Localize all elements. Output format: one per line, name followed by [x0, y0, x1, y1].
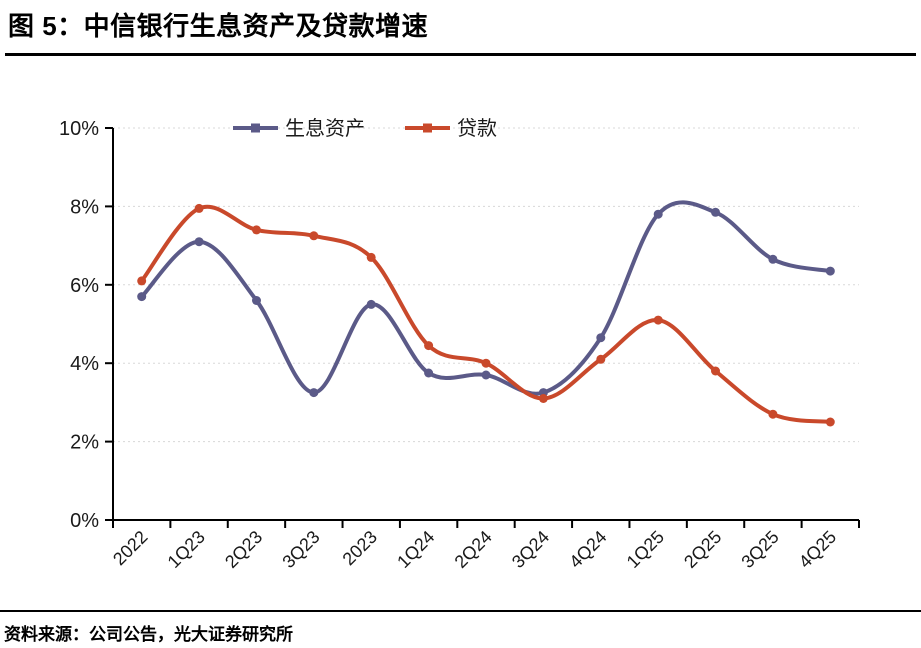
series-marker-1	[481, 358, 491, 368]
x-tick-label: 2022	[109, 527, 151, 569]
series-marker-1	[252, 225, 261, 235]
x-tick-label: 1Q24	[393, 527, 438, 572]
series-marker-0	[366, 299, 376, 309]
series-marker-0	[596, 333, 606, 343]
y-tick-label: 8%	[70, 196, 99, 218]
source-note: 资料来源：公司公告，光大证券研究所	[4, 625, 293, 644]
x-tick-label: 2Q23	[221, 527, 266, 572]
y-tick-label: 2%	[70, 432, 99, 454]
x-tick-label: 4Q25	[795, 527, 840, 572]
x-tick-label: 2Q24	[451, 527, 496, 572]
title-rule	[5, 53, 916, 56]
y-tick-label: 10%	[59, 118, 99, 140]
x-tick-label: 3Q24	[508, 527, 553, 572]
x-tick-label: 4Q24	[565, 527, 610, 572]
series-marker-1	[653, 315, 663, 325]
series-marker-1	[711, 366, 720, 376]
series-marker-1	[137, 276, 147, 286]
x-tick-label: 1Q25	[623, 527, 668, 572]
series-marker-0	[137, 292, 147, 302]
series-marker-0	[252, 296, 261, 305]
x-tick-label: 2Q25	[680, 527, 725, 572]
series-marker-1	[194, 203, 204, 213]
y-tick-label: 0%	[70, 510, 99, 532]
series-marker-0	[653, 209, 663, 219]
series-marker-1	[309, 231, 319, 241]
series-marker-0	[194, 237, 204, 247]
series-marker-0	[424, 368, 434, 378]
x-tick-label: 1Q23	[164, 527, 209, 572]
series-marker-1	[424, 341, 434, 351]
series-marker-1	[768, 409, 778, 419]
series-marker-0	[768, 254, 778, 264]
series-marker-0	[309, 388, 319, 398]
series-marker-0	[481, 370, 491, 380]
series-marker-0	[825, 266, 835, 276]
x-tick-label: 2023	[339, 527, 381, 569]
legend-marker	[423, 123, 432, 133]
legend-label: 贷款	[457, 117, 497, 140]
x-tick-label: 3Q23	[278, 527, 323, 572]
legend-marker	[251, 123, 260, 133]
series-marker-0	[711, 207, 720, 217]
series-line-1	[139, 204, 833, 424]
series-marker-1	[366, 252, 376, 262]
series-marker-1	[596, 354, 606, 364]
legend-label: 生息资产	[285, 117, 365, 140]
series-marker-1	[825, 417, 835, 427]
figure-title: 图 5：中信银行生息资产及贷款增速	[8, 11, 429, 41]
y-tick-label: 6%	[70, 275, 99, 297]
x-tick-label: 3Q25	[737, 527, 782, 572]
source-rule	[0, 610, 921, 612]
y-tick-label: 4%	[70, 353, 99, 375]
series-marker-1	[538, 394, 548, 403]
